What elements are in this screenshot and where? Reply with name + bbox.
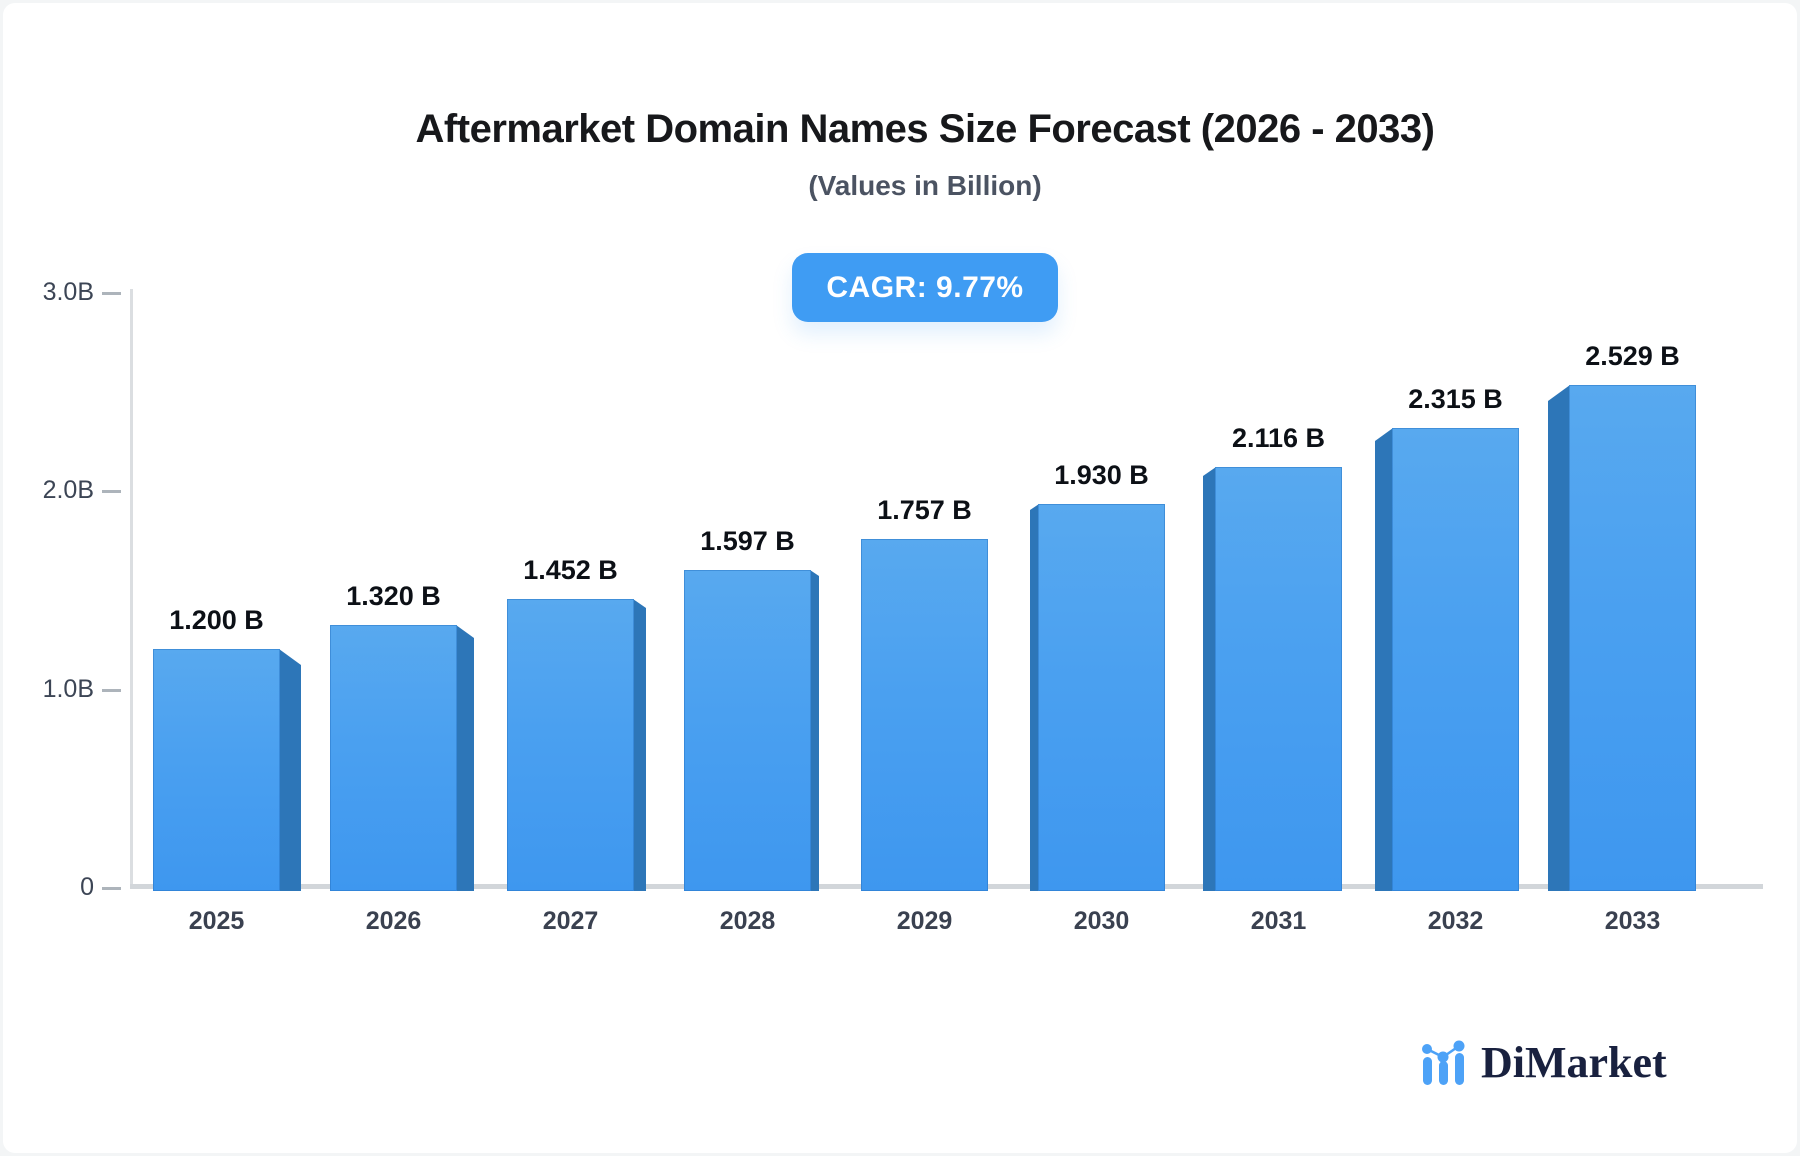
y-tick	[102, 292, 121, 295]
chart-title: Aftermarket Domain Names Size Forecast (…	[415, 107, 1435, 151]
x-category-label: 2029	[896, 907, 953, 935]
bar-value-label: 1.452 B	[523, 555, 618, 585]
bar-value-label: 2.529 B	[1585, 341, 1680, 371]
y-tick	[102, 887, 121, 890]
y-tick-label: 3.0B	[42, 278, 94, 306]
x-category-label: 2031	[1250, 907, 1307, 935]
x-category-label: 2027	[542, 907, 599, 935]
bar-value-label: 1.320 B	[346, 581, 441, 611]
bar-2033	[1569, 385, 1696, 891]
bar-side-face	[456, 625, 474, 891]
logo-text: DiMarket	[1481, 1038, 1667, 1087]
bar-chart-logo-icon	[1422, 1040, 1465, 1085]
chart-subtitle: (Values in Billion)	[808, 170, 1042, 201]
bar-value-label: 1.597 B	[700, 526, 795, 556]
y-axis-line	[130, 289, 133, 887]
bar-value-label: 1.757 B	[877, 495, 972, 525]
x-category-label: 2033	[1604, 907, 1661, 935]
bar-value-label: 1.930 B	[1054, 460, 1149, 490]
chart-header: Aftermarket Domain Names Size Forecast (…	[50, 105, 1797, 322]
bar-2032	[1392, 428, 1519, 891]
y-tick-label: 0	[80, 873, 94, 901]
y-tick-label: 1.0B	[42, 675, 94, 703]
x-category-label: 2025	[188, 907, 245, 935]
bar-value-label: 1.200 B	[169, 605, 264, 635]
bar-side-face	[810, 570, 819, 891]
cagr-badge: CAGR: 9.77%	[792, 253, 1058, 322]
bar-side-face	[1548, 385, 1570, 891]
bar-2028	[684, 570, 811, 891]
bar-side-face	[1203, 467, 1216, 891]
bar-2027	[507, 599, 634, 891]
bar-2026	[330, 625, 457, 891]
bar-2025	[153, 649, 280, 891]
y-tick	[102, 490, 121, 493]
x-category-label: 2028	[719, 907, 776, 935]
chart-card: Aftermarket Domain Names Size Forecast (…	[3, 3, 1797, 1153]
x-category-label: 2032	[1427, 907, 1484, 935]
x-category-label: 2026	[365, 907, 422, 935]
y-tick	[102, 689, 121, 692]
bar-value-label: 2.116 B	[1231, 423, 1326, 453]
bar-side-face	[633, 599, 646, 891]
bar-2029	[861, 539, 988, 891]
brand-logo: DiMarket	[1420, 1039, 1667, 1087]
bar-value-label: 2.315 B	[1408, 384, 1503, 414]
bar-side-face	[1030, 504, 1039, 891]
bar-2031	[1215, 467, 1342, 891]
bar-side-face	[1375, 428, 1393, 891]
y-tick-label: 2.0B	[42, 476, 94, 504]
bar-2030	[1038, 504, 1165, 891]
bar-side-face	[279, 649, 301, 891]
x-category-label: 2030	[1073, 907, 1130, 935]
